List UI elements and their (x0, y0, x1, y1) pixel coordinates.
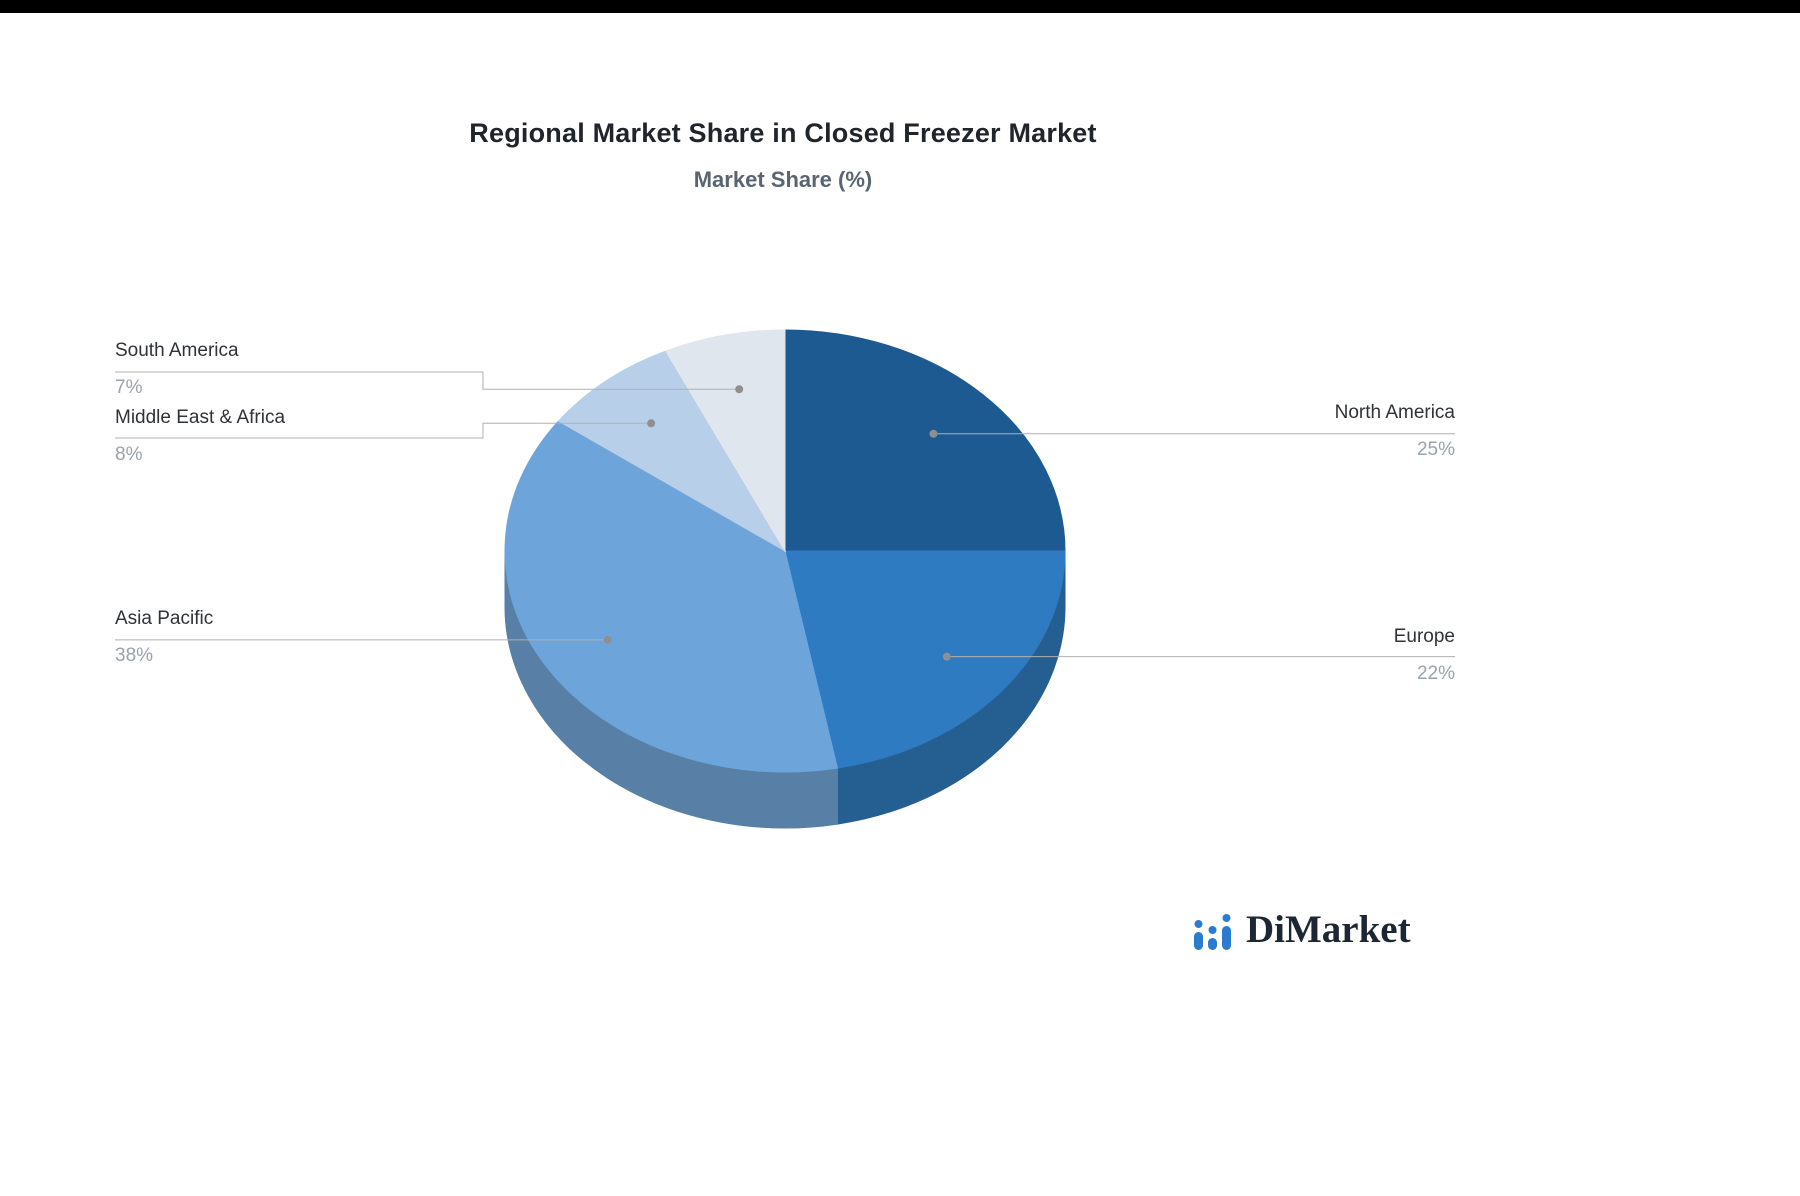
slice-name: Middle East & Africa (115, 407, 286, 428)
slice-value: 25% (1416, 439, 1455, 460)
slice-name: Asia Pacific (115, 608, 214, 629)
leader-dot-north-america (929, 429, 938, 438)
leader-dot-asia-pacific (603, 635, 612, 644)
pie-slice-asia-pacific (504, 420, 839, 773)
pie-slice-south-america (665, 329, 786, 553)
slice-label-south-america: South America 7% (115, 340, 239, 399)
slice-value: 22% (1416, 663, 1455, 684)
bar-chart-with-dots-icon (1194, 914, 1231, 950)
top-black-bar (0, 0, 1800, 13)
slice-name: Europe (1393, 626, 1455, 647)
pie-slice-middle-east-africa (557, 350, 787, 553)
dimarket-logo-text: DiMarket (1246, 908, 1411, 951)
leader-line-middle-east-africa (115, 422, 652, 439)
slice-label-north-america: North America 25% (1335, 402, 1455, 461)
pie-slice-north-america (784, 329, 1066, 552)
dimarket-logo: DiMarket (1188, 906, 1411, 954)
slice-name: South America (115, 340, 239, 361)
slice-value: 38% (115, 645, 154, 666)
leader-dot-south-america (735, 385, 744, 394)
leader-dot-europe (942, 652, 951, 661)
leader-dot-middle-east-africa (647, 419, 656, 428)
slice-value: 7% (115, 377, 143, 398)
slice-label-europe: Europe 22% (1394, 626, 1455, 685)
chart-title: Regional Market Share in Closed Freezer … (469, 118, 1097, 148)
chart-subtitle: Market Share (%) (693, 167, 873, 192)
leader-line-south-america (115, 371, 740, 390)
slice-label-middle-east-africa: Middle East & Africa 8% (115, 407, 285, 466)
slice-name: North America (1334, 402, 1455, 423)
slice-label-asia-pacific: Asia Pacific 38% (115, 608, 213, 667)
slice-value: 8% (115, 444, 143, 465)
pie-slice-europe (784, 550, 1066, 769)
